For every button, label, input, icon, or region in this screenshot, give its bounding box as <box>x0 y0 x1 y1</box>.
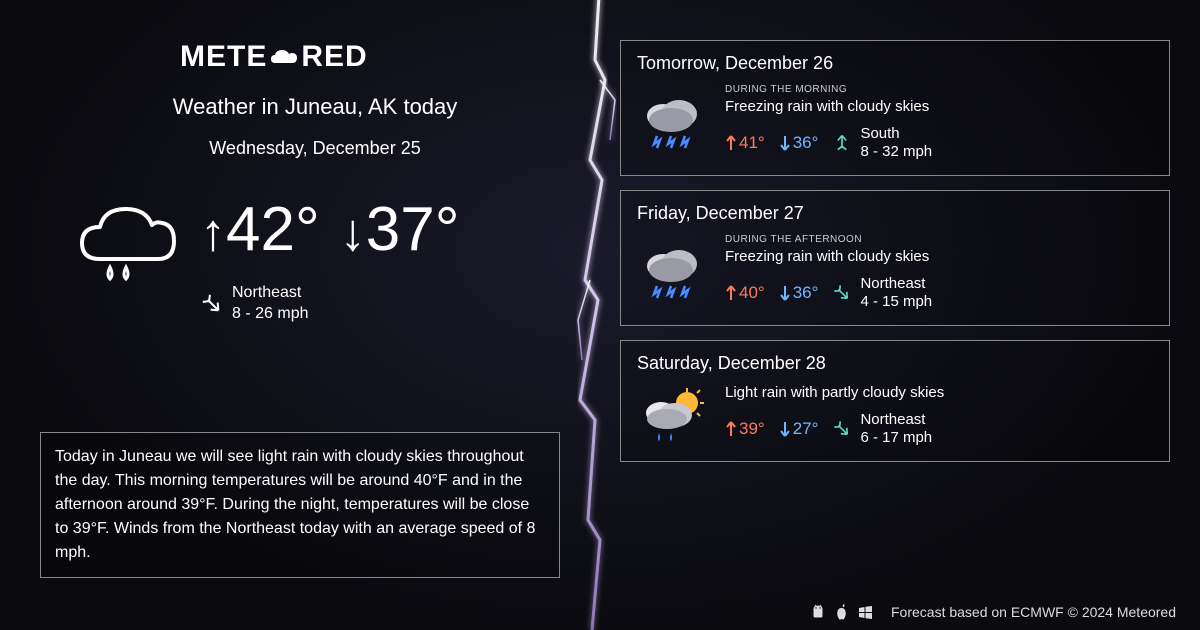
apple-icon <box>835 604 848 620</box>
today-temps: ↑42° ↓37° <box>200 199 460 261</box>
arrow-down-icon <box>779 285 791 301</box>
forecast-period: DURING THE MORNING <box>725 84 1153 95</box>
wind-arrow-icon <box>828 279 856 307</box>
forecast-card: Tomorrow, December 26 DURING THE MORNING… <box>620 40 1170 176</box>
forecast-wind-dir: South <box>860 125 932 143</box>
forecast-date: Saturday, December 28 <box>637 353 1153 374</box>
weather-icon-freezing-rain <box>637 242 707 304</box>
forecast-high: 41° <box>725 133 765 153</box>
arrow-down-icon <box>779 135 791 151</box>
today-date: Wednesday, December 25 <box>60 138 570 159</box>
today-description: Today in Juneau we will see light rain w… <box>40 432 560 578</box>
weather-icon-freezing-rain <box>637 92 707 154</box>
forecast-wind-dir: Northeast <box>860 275 932 293</box>
forecast-condition: Freezing rain with cloudy skies <box>725 98 1153 115</box>
forecast-low: 27° <box>779 419 819 439</box>
forecast-card: Friday, December 27 DURING THE AFTERNOON… <box>620 190 1170 326</box>
today-panel: METE RED Weather in Juneau, AK today Wed… <box>0 0 590 630</box>
wind-arrow-icon <box>195 287 229 321</box>
footer-text: Forecast based on ECMWF © 2024 Meteored <box>891 604 1176 620</box>
brand-text-1: METE <box>180 40 267 74</box>
forecast-high: 39° <box>725 419 765 439</box>
forecast-wind: Northeast 6 - 17 mph <box>832 411 932 447</box>
arrow-down-icon <box>779 421 791 437</box>
today-high: ↑42° <box>200 199 320 261</box>
forecast-wind-dir: Northeast <box>860 411 932 429</box>
wind-arrow-icon <box>828 415 856 443</box>
today-low: ↓37° <box>340 199 460 261</box>
footer: Forecast based on ECMWF © 2024 Meteored <box>811 604 1176 620</box>
android-icon <box>811 604 825 620</box>
forecast-low: 36° <box>779 133 819 153</box>
forecast-low: 36° <box>779 283 819 303</box>
logo-icon <box>269 47 299 69</box>
forecast-date: Friday, December 27 <box>637 203 1153 224</box>
forecast-wind-speed: 4 - 15 mph <box>860 293 932 311</box>
arrow-up-icon <box>725 421 737 437</box>
forecast-condition: Light rain with partly cloudy skies <box>725 384 1153 401</box>
today-wind: Northeast 8 - 26 mph <box>200 283 460 325</box>
today-wind-speed: 8 - 26 mph <box>232 304 308 325</box>
forecast-condition: Freezing rain with cloudy skies <box>725 248 1153 265</box>
today-main: ↑42° ↓37° Northeast 8 - 26 mph <box>70 199 570 325</box>
arrow-up-icon <box>725 135 737 151</box>
forecast-high: 40° <box>725 283 765 303</box>
brand-logo: METE RED <box>180 40 570 74</box>
weather-icon-rain-cloudy <box>70 199 180 309</box>
arrow-up-icon <box>725 285 737 301</box>
wind-arrow-icon <box>832 133 852 153</box>
forecast-wind: South 8 - 32 mph <box>832 125 932 161</box>
forecast-wind: Northeast 4 - 15 mph <box>832 275 932 311</box>
forecast-wind-speed: 6 - 17 mph <box>860 429 932 447</box>
forecast-card: Saturday, December 28 Light rain with pa… <box>620 340 1170 462</box>
windows-icon <box>858 605 873 620</box>
forecast-period: DURING THE AFTERNOON <box>725 234 1153 245</box>
today-wind-dir: Northeast <box>232 283 308 304</box>
forecast-wind-speed: 8 - 32 mph <box>860 143 932 161</box>
forecast-panel: Tomorrow, December 26 DURING THE MORNING… <box>590 0 1200 630</box>
weather-icon-partly-rain <box>637 385 707 447</box>
brand-text-2: RED <box>301 40 367 74</box>
forecast-date: Tomorrow, December 26 <box>637 53 1153 74</box>
page-title: Weather in Juneau, AK today <box>60 94 570 120</box>
